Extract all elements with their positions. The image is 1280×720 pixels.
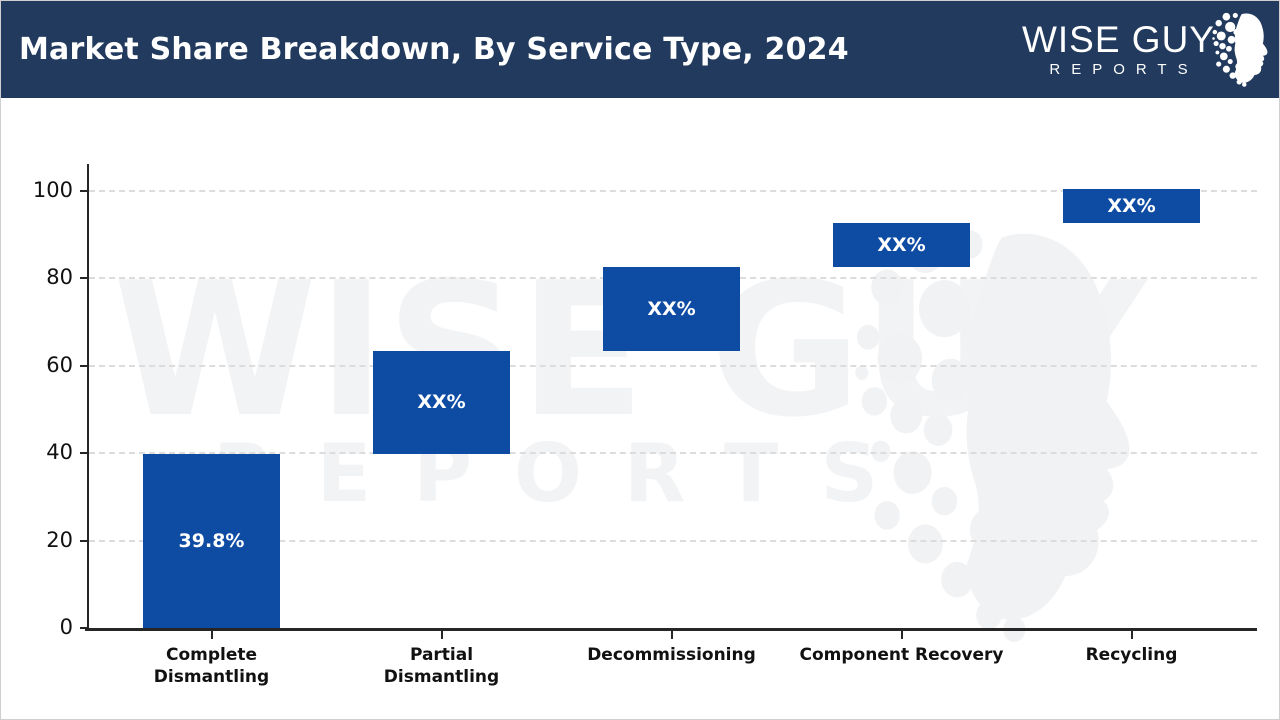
y-tick-100 [80, 189, 88, 192]
bar-value-label: 39.8% [178, 529, 245, 552]
y-tick-0 [80, 627, 88, 629]
chart-area: WISE GUY REPORTS 0 20 40 60 80 100 39.8% Comple… [1, 98, 1279, 719]
bar-recycling: XX% [1063, 189, 1200, 223]
logo-wordmark: WISE GUY [1021, 18, 1215, 60]
watermark-subtitle: REPORTS [213, 427, 921, 520]
y-tick-label-20: 20 [46, 527, 73, 552]
y-tick-80 [80, 277, 88, 279]
bar-decommissioning: XX% [603, 267, 740, 352]
bar-value-label: XX% [877, 233, 926, 256]
x-axis-line [85, 628, 1257, 631]
bar-value-label: XX% [1107, 195, 1156, 218]
y-tick-label-60: 60 [46, 352, 73, 377]
y-tick-label-80: 80 [46, 265, 73, 289]
x-category-label: Partial Dismantling [383, 645, 500, 688]
gridline-60 [89, 364, 1257, 367]
x-tick-3 [670, 631, 673, 639]
y-tick-label-100: 100 [32, 177, 73, 202]
bar-value-label: XX% [417, 391, 466, 414]
gridline-20 [89, 539, 1257, 542]
watermark-face-icon [849, 216, 1167, 658]
x-category-label: Decommissioning [587, 645, 756, 665]
x-tick-1 [210, 631, 213, 639]
y-tick-label-40: 40 [46, 440, 73, 464]
y-tick-label-0: 0 [59, 615, 73, 639]
x-tick-5 [1130, 631, 1133, 639]
x-category-label: Complete Dismantling [153, 645, 270, 688]
x-tick-2 [440, 631, 443, 639]
face-dots-icon [1211, 8, 1275, 92]
logo-subtitle: REPORTS [1049, 61, 1199, 79]
wise-guy-logo: WISE GUY REPORTS [1022, 3, 1275, 96]
bar-component-recovery: XX% [833, 222, 970, 268]
gridline-40 [89, 452, 1257, 454]
header-bar: Market Share Breakdown, By Service Type,… [1, 1, 1279, 98]
gridline-100 [89, 189, 1257, 192]
logo-text: WISE GUY REPORTS [1021, 18, 1215, 79]
bar-complete-dismantling: 39.8% [143, 453, 280, 628]
x-category-label: Recycling [1085, 645, 1178, 665]
bar-partial-dismantling: XX% [373, 351, 510, 454]
bar-value-label: XX% [647, 298, 696, 321]
x-tick-4 [900, 631, 903, 639]
y-axis-line [87, 164, 89, 630]
y-tick-20 [80, 539, 88, 542]
y-tick-40 [80, 452, 88, 454]
y-tick-60 [80, 364, 88, 367]
x-category-label: Component Recovery [799, 645, 1004, 665]
page-title: Market Share Breakdown, By Service Type,… [19, 32, 849, 67]
